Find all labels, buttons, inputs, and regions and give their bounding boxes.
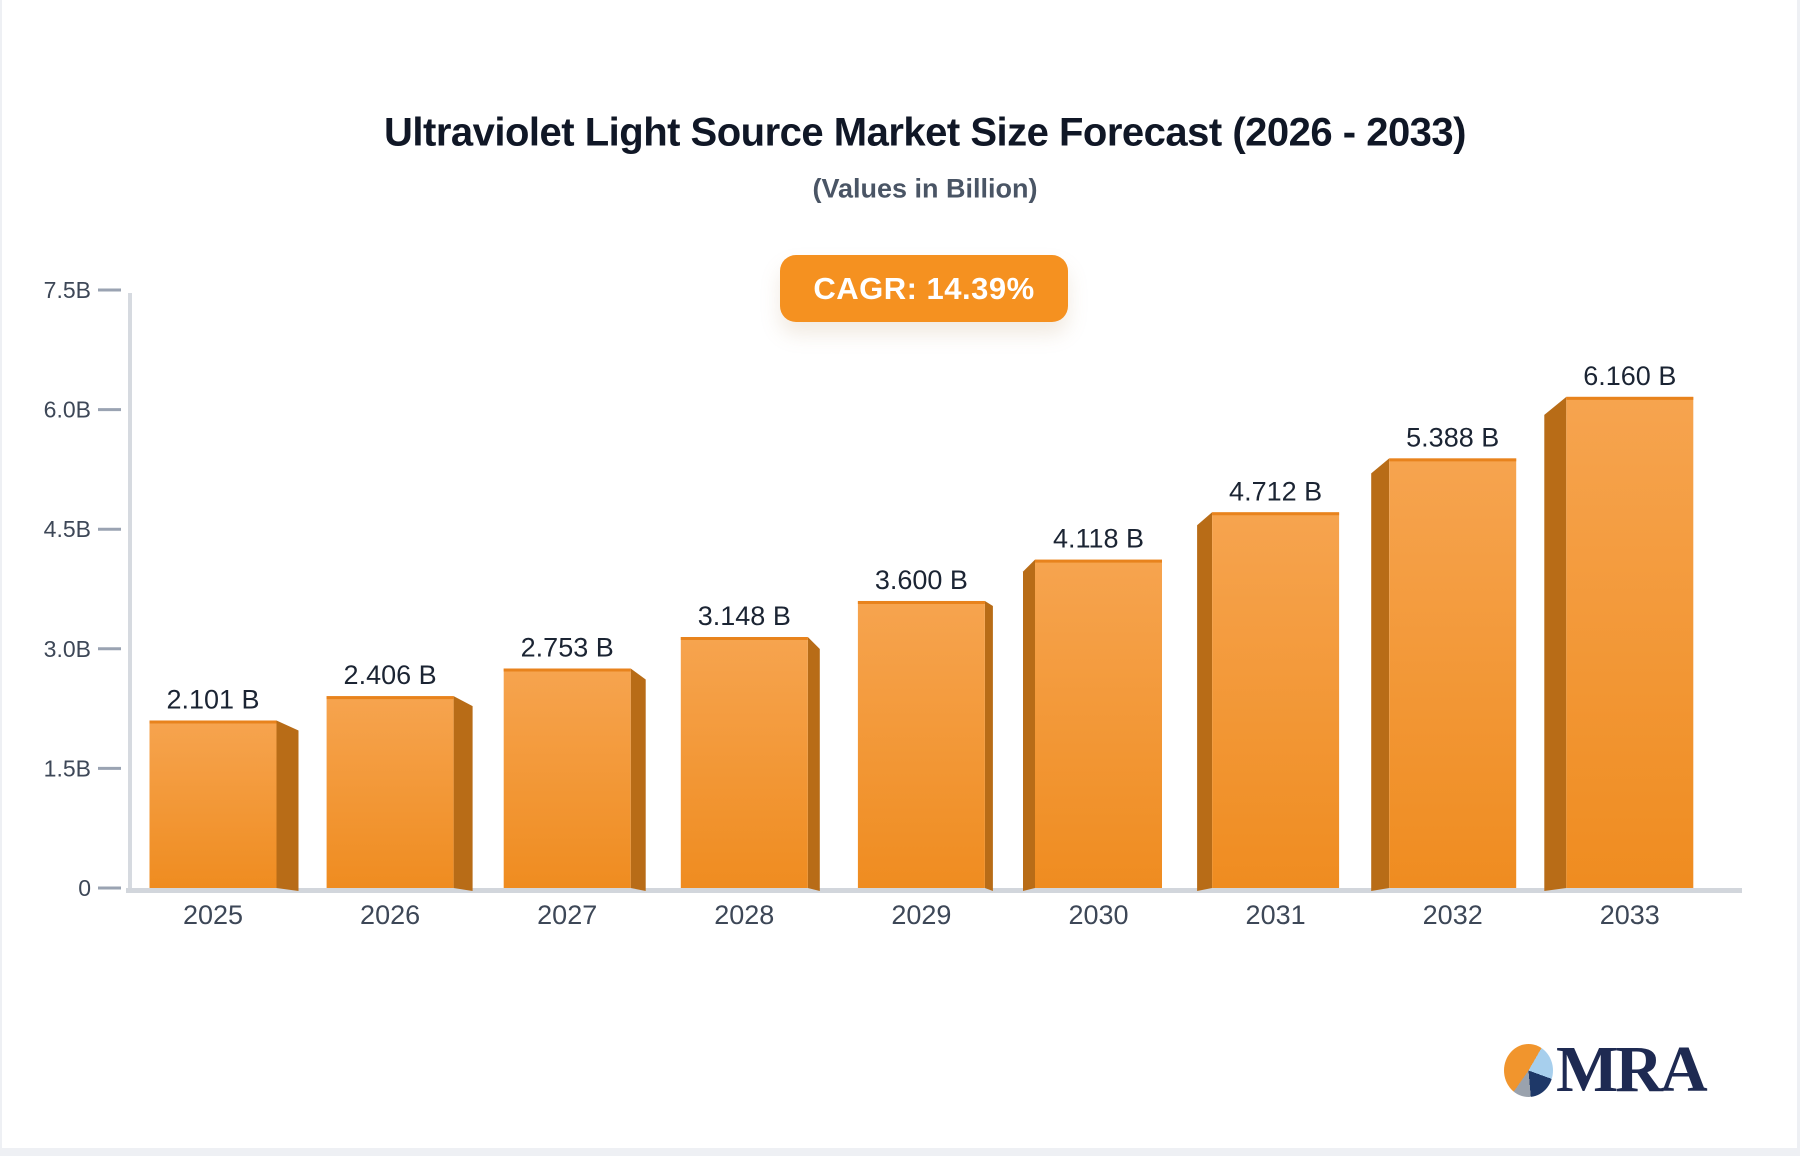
x-tick-label: 2033 xyxy=(1600,900,1660,930)
bar-value-label: 3.148 B xyxy=(698,601,791,631)
y-tick-label: 4.5B xyxy=(44,516,91,542)
bar-value-label: 2.101 B xyxy=(166,684,259,714)
bar-2033 xyxy=(1566,396,1694,888)
y-tick-label: 3.0B xyxy=(44,636,91,662)
x-tick-label: 2027 xyxy=(537,900,597,930)
y-tick-label: 7.5B xyxy=(44,277,91,303)
bar-side-2028 xyxy=(807,636,820,891)
x-tick-label: 2032 xyxy=(1423,900,1483,930)
bar-side-2029 xyxy=(984,600,993,891)
bar-value-label: 6.160 B xyxy=(1583,361,1676,391)
bar-side-2026 xyxy=(453,696,473,891)
bar-2029 xyxy=(857,600,985,888)
brand-logo: MRA xyxy=(1504,1037,1708,1103)
x-tick-label: 2028 xyxy=(714,900,774,930)
x-tick-label: 2029 xyxy=(891,900,951,930)
bar-2027 xyxy=(503,668,631,888)
bar-side-2032 xyxy=(1371,458,1390,891)
bar-value-label: 5.388 B xyxy=(1406,422,1499,452)
x-tick-label: 2026 xyxy=(360,900,420,930)
bar-2025 xyxy=(149,720,277,888)
bar-2031 xyxy=(1212,512,1340,888)
bar-value-label: 2.753 B xyxy=(521,632,614,662)
bar-side-2033 xyxy=(1544,396,1567,891)
bar-value-label: 3.600 B xyxy=(875,565,968,595)
page-title: Ultraviolet Light Source Market Size For… xyxy=(383,110,1467,155)
bar-value-label: 4.118 B xyxy=(1053,524,1144,554)
pie-chart-logo-icon xyxy=(1504,1043,1553,1097)
bar-2028 xyxy=(680,636,808,888)
y-tick-label: 0 xyxy=(78,875,91,901)
brand-logo-text: MRA xyxy=(1556,1033,1708,1106)
page-subtitle: (Values in Billion) xyxy=(812,173,1038,204)
bar-side-2025 xyxy=(276,720,299,891)
x-tick-label: 2031 xyxy=(1246,900,1306,930)
bar-side-2030 xyxy=(1023,559,1035,891)
bar-side-2027 xyxy=(630,668,646,891)
y-tick-label: 1.5B xyxy=(44,755,91,781)
bar-side-2031 xyxy=(1197,512,1213,891)
x-tick-label: 2025 xyxy=(183,900,243,930)
bar-value-label: 4.712 B xyxy=(1229,476,1322,506)
x-tick-label: 2030 xyxy=(1068,900,1128,930)
bar-2030 xyxy=(1035,559,1162,888)
y-tick-label: 6.0B xyxy=(44,397,91,423)
cagr-badge: CAGR: 14.39% xyxy=(780,255,1068,322)
bar-2026 xyxy=(326,696,454,888)
bar-2032 xyxy=(1389,458,1517,888)
bar-value-label: 2.406 B xyxy=(344,660,437,690)
